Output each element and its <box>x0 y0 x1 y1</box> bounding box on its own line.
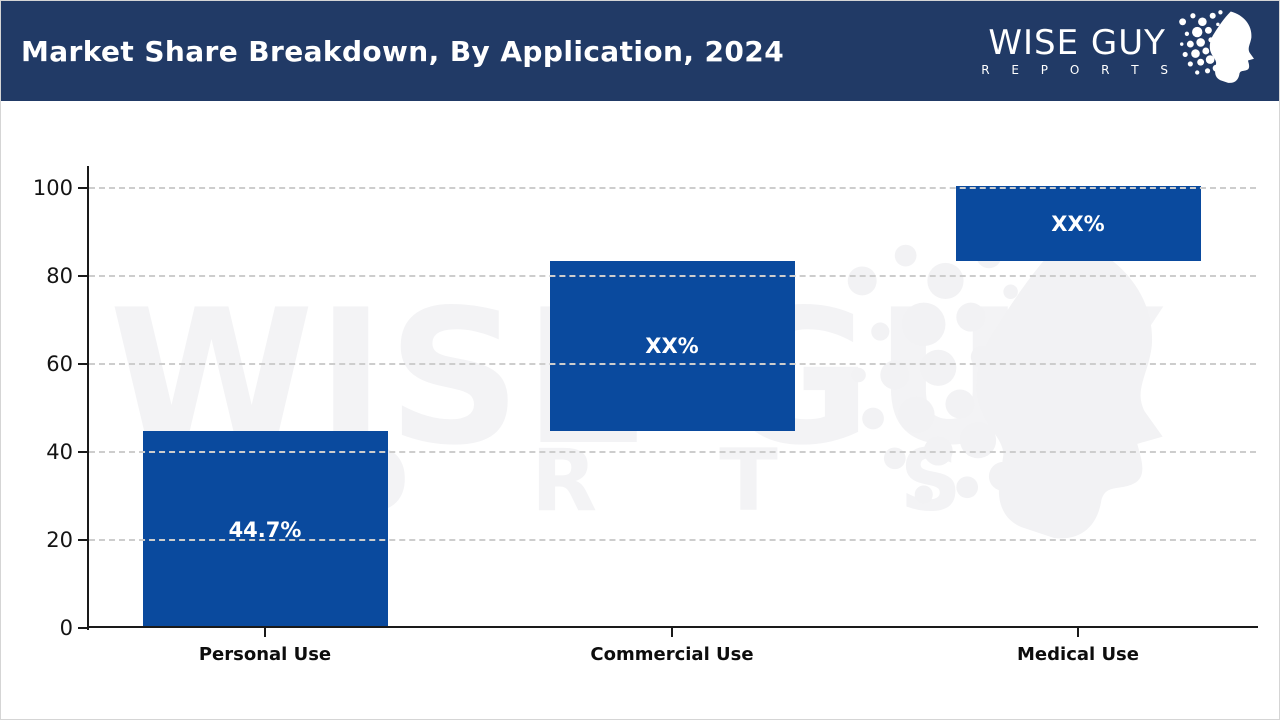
bar-value-label: XX% <box>1051 211 1105 236</box>
y-tick-label: 0 <box>59 615 73 640</box>
y-tick <box>78 539 89 541</box>
x-tick <box>1077 628 1079 637</box>
brand-logo-text: WISE GUY R E P O R T S <box>977 26 1177 76</box>
y-axis-line <box>87 166 89 630</box>
y-tick-label: 100 <box>32 175 73 200</box>
bar-commercial-use: XX% <box>549 261 795 432</box>
x-category-label: Medical Use <box>1017 644 1139 665</box>
dotted-head-icon <box>1179 10 1254 83</box>
y-tick <box>78 363 89 365</box>
brand-subname: R E P O R T S <box>981 63 1177 77</box>
header-bar: Market Share Breakdown, By Application, … <box>1 1 1279 101</box>
y-tick <box>78 275 89 277</box>
bar-medical-use: XX% <box>955 186 1201 262</box>
brand-logo: WISE GUY R E P O R T S <box>977 8 1261 94</box>
bar-value-label: 44.7% <box>228 517 302 542</box>
bar-value-label: XX% <box>645 334 699 359</box>
gridline-100 <box>89 187 1256 189</box>
brand-name: WISE GUY <box>988 23 1166 63</box>
x-tick <box>671 628 673 637</box>
y-tick-label: 20 <box>46 527 73 552</box>
plot-area: 44.7% Personal Use XX% Commercial Use XX% Med… <box>33 166 1256 665</box>
x-category-label: Commercial Use <box>590 644 754 665</box>
gridline-80 <box>89 275 1256 277</box>
x-axis-line <box>87 626 1258 628</box>
gridline-40 <box>89 451 1256 453</box>
y-tick <box>78 451 89 453</box>
y-tick-label: 60 <box>46 351 73 376</box>
gridline-60 <box>89 363 1256 365</box>
x-tick <box>264 628 266 637</box>
gridline-20 <box>89 539 1256 541</box>
page-title: Market Share Breakdown, By Application, … <box>21 34 785 68</box>
bar-personal-use: 44.7% <box>142 431 388 628</box>
y-tick <box>78 187 89 189</box>
y-tick <box>78 627 89 629</box>
x-category-label: Personal Use <box>198 644 332 665</box>
y-tick-label: 40 <box>46 439 73 464</box>
y-tick-label: 80 <box>46 263 73 288</box>
